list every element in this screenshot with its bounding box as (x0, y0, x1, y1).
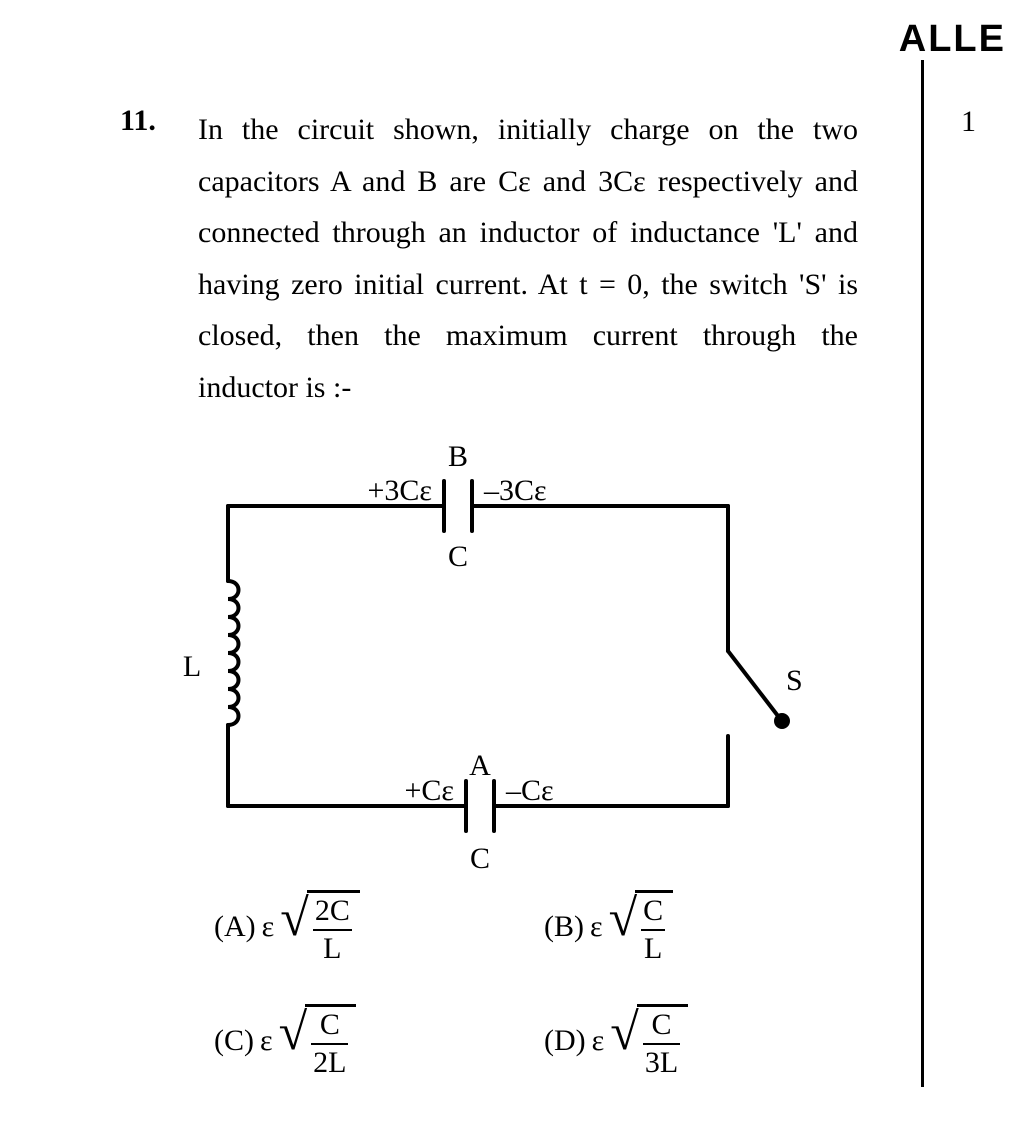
option-B-prefix: ε (590, 910, 603, 944)
option-C-den: 2L (311, 1043, 348, 1079)
option-B-num: C (641, 895, 665, 929)
option-B: (B) ε √ C L (544, 890, 814, 964)
question-text: In the circuit shown, initially charge o… (198, 104, 858, 414)
option-A-num: 2C (313, 895, 352, 929)
label-S: S (786, 664, 803, 697)
option-row-2: (C) ε √ C 2L (D) ε √ (214, 1004, 854, 1078)
option-row-1: (A) ε √ 2C L (B) ε √ (214, 890, 854, 964)
question-number: 11. (120, 104, 156, 138)
radical-icon: √ (280, 894, 309, 968)
option-A-sqrt: √ 2C L (280, 890, 360, 964)
label-plus3Ce: +3Cε (367, 474, 432, 507)
option-A-label: (A) (214, 910, 256, 944)
label-C-bot: C (470, 842, 490, 875)
option-C-prefix: ε (260, 1024, 273, 1058)
label-L: L (183, 650, 201, 683)
option-C-sqrt: √ C 2L (279, 1004, 357, 1078)
option-D-num: C (643, 1009, 680, 1043)
option-D-den: 3L (643, 1043, 680, 1079)
option-C: (C) ε √ C 2L (214, 1004, 484, 1078)
option-D-prefix: ε (592, 1024, 605, 1058)
radical-icon: √ (610, 1008, 639, 1082)
label-minus3Ce: –3Cε (483, 474, 547, 507)
options-block: (A) ε √ 2C L (B) ε √ (214, 890, 854, 1118)
page: ALLE 1 11. In the circuit shown, initial… (0, 0, 1024, 1127)
option-B-label: (B) (544, 910, 584, 944)
option-D-label: (D) (544, 1024, 586, 1058)
label-minusCe: –Cε (505, 774, 554, 807)
label-A: A (469, 749, 491, 782)
option-C-num: C (311, 1009, 348, 1043)
option-A-den: L (313, 929, 352, 965)
option-A-prefix: ε (262, 910, 275, 944)
radical-icon: √ (279, 1008, 308, 1082)
radical-icon: √ (609, 894, 638, 968)
column-divider (921, 60, 924, 1087)
option-C-label: (C) (214, 1024, 254, 1058)
label-B: B (448, 440, 468, 473)
option-B-sqrt: √ C L (609, 890, 674, 964)
option-D: (D) ε √ C 3L (544, 1004, 814, 1078)
option-D-sqrt: √ C 3L (610, 1004, 688, 1078)
option-B-den: L (641, 929, 665, 965)
option-A: (A) ε √ 2C L (214, 890, 484, 964)
label-C-top: C (448, 540, 468, 573)
label-plusCe: +Cε (404, 774, 454, 807)
side-number: 1 (961, 105, 976, 139)
brand-logo: ALLE (899, 18, 1006, 61)
circuit-diagram: B +3Cε –3Cε C L S A +Cε –Cε C (168, 426, 808, 881)
